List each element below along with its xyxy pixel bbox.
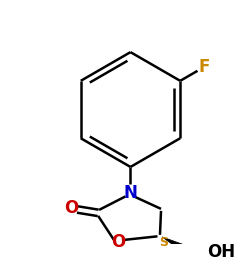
Text: F: F <box>198 58 210 76</box>
Text: OH: OH <box>207 243 235 261</box>
Polygon shape <box>162 237 199 260</box>
Text: O: O <box>111 233 125 251</box>
Text: N: N <box>124 184 137 202</box>
Text: O: O <box>64 200 78 217</box>
Text: S: S <box>160 236 168 249</box>
